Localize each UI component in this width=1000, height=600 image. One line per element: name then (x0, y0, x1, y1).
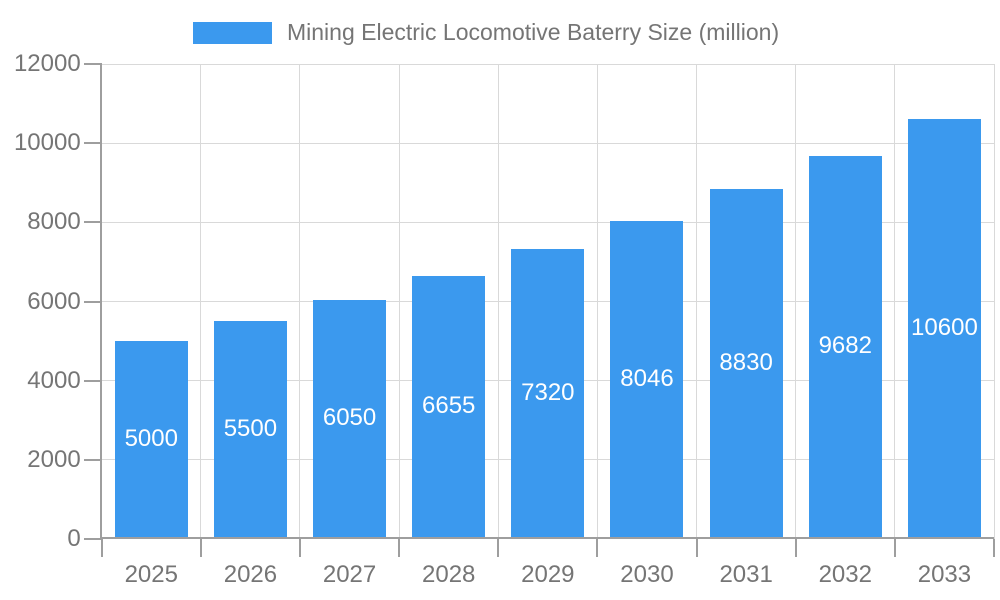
legend-swatch (193, 21, 272, 44)
x-grid-line (894, 64, 896, 539)
x-axis-tick (794, 539, 797, 557)
y-grid-line (101, 221, 994, 223)
x-grid-line (993, 64, 995, 539)
y-axis-label: 8000 (27, 208, 81, 236)
x-axis-label: 2031 (719, 561, 773, 588)
x-axis-label: 2033 (917, 561, 972, 588)
bar-value-label: 6050 (322, 404, 377, 432)
bar-value-label: 9682 (818, 332, 872, 360)
x-axis-label: 2028 (422, 561, 476, 588)
bar-2029[interactable]: 7320 (511, 249, 585, 537)
bar-2031[interactable]: 8830 (709, 189, 783, 537)
legend[interactable]: Mining Electric Locomotive Baterry Size … (193, 19, 779, 46)
y-axis-label: 4000 (27, 366, 81, 394)
x-axis-line (100, 537, 994, 539)
bar-value-label: 5500 (223, 415, 278, 443)
x-axis-tick (596, 539, 599, 557)
bar-2033[interactable]: 10600 (907, 119, 981, 537)
x-axis-label: 2025 (124, 561, 178, 588)
x-grid-line (795, 64, 797, 539)
y-grid-line (101, 142, 994, 144)
bar-value-label: 6655 (422, 392, 476, 420)
bar-2025[interactable]: 5000 (114, 341, 188, 537)
x-grid-line (200, 64, 202, 539)
y-axis-label: 10000 (13, 129, 81, 157)
bar-2027[interactable]: 6050 (313, 299, 387, 537)
x-grid-line (299, 64, 301, 539)
bar-value-label: 5000 (124, 425, 178, 453)
bar-2028[interactable]: 6655 (412, 275, 486, 537)
x-axis-tick (398, 539, 401, 557)
y-axis-tick (83, 300, 102, 303)
y-axis-tick (83, 458, 102, 461)
x-axis-tick (100, 539, 103, 557)
y-axis-tick (83, 379, 102, 382)
x-grid-line (497, 64, 499, 539)
x-axis-label: 2029 (521, 561, 575, 588)
x-axis-label: 2032 (818, 561, 872, 588)
x-grid-line (696, 64, 698, 539)
bar-2030[interactable]: 8046 (610, 220, 684, 537)
y-axis-tick (83, 63, 102, 65)
x-axis-tick (199, 539, 202, 557)
x-axis-label: 2027 (322, 561, 377, 588)
y-axis-label: 12000 (13, 50, 81, 77)
bar-value-label: 7320 (521, 379, 575, 407)
x-grid-line (398, 64, 400, 539)
x-axis-label: 2026 (223, 561, 278, 588)
x-axis-tick (695, 539, 698, 557)
y-axis-line (100, 64, 103, 539)
bar-2032[interactable]: 9682 (808, 155, 882, 537)
y-grid-line (101, 63, 994, 65)
x-axis-tick (497, 539, 500, 557)
x-axis-tick (993, 539, 995, 557)
legend-label: Mining Electric Locomotive Baterry Size … (287, 19, 780, 45)
y-axis-label: 0 (67, 525, 81, 552)
y-axis-tick (83, 538, 102, 540)
bar-value-label: 10600 (911, 314, 978, 342)
y-axis-label: 6000 (27, 287, 81, 315)
bar-2026[interactable]: 5500 (213, 321, 287, 537)
y-axis-tick (83, 221, 102, 224)
y-axis-label: 2000 (27, 445, 81, 473)
x-grid-line (596, 64, 598, 539)
bar-value-label: 8046 (620, 364, 674, 392)
y-axis-tick (83, 142, 102, 145)
x-axis-label: 2030 (620, 561, 674, 588)
bar-value-label: 8830 (719, 349, 773, 377)
x-axis-tick (893, 539, 896, 557)
x-axis-tick (298, 539, 301, 557)
